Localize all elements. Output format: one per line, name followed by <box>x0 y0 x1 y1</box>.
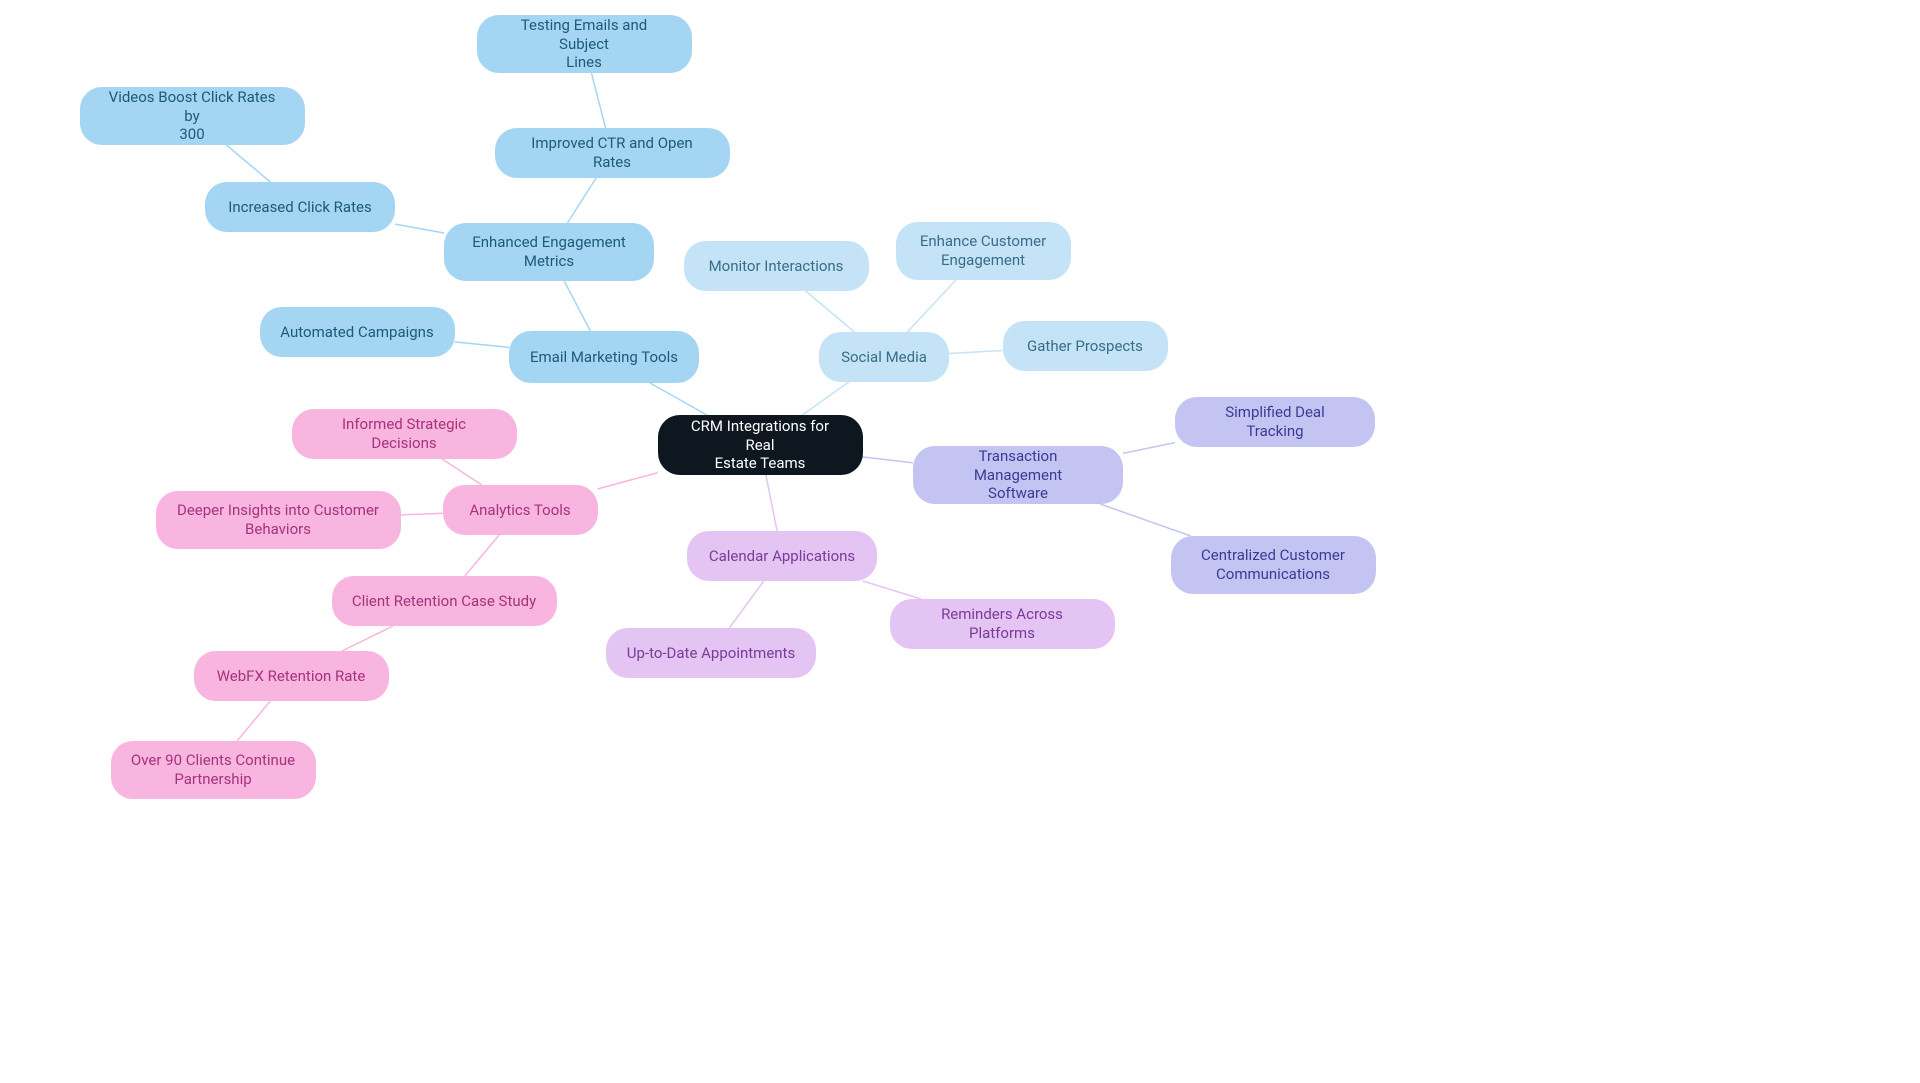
node-label: Automated Campaigns <box>280 323 433 342</box>
edge-root-social <box>802 382 849 415</box>
node-label: Videos Boost Click Rates by 300 <box>100 88 285 144</box>
edge-calendar-appointments <box>729 581 763 628</box>
node-label: Enhance Customer Engagement <box>920 232 1046 270</box>
node-monitor: Monitor Interactions <box>684 241 869 291</box>
node-label: Testing Emails and Subject Lines <box>497 16 672 72</box>
edge-analytics-informed <box>442 459 482 485</box>
node-social: Social Media <box>819 332 949 382</box>
node-videos: Videos Boost Click Rates by 300 <box>80 87 305 145</box>
node-ctr: Improved CTR and Open Rates <box>495 128 730 178</box>
node-auto_campaigns: Automated Campaigns <box>260 307 455 357</box>
node-label: Enhanced Engagement Metrics <box>472 233 626 271</box>
node-root: CRM Integrations for Real Estate Teams <box>658 415 863 475</box>
node-reminders: Reminders Across Platforms <box>890 599 1115 649</box>
node-insights: Deeper Insights into Customer Behaviors <box>156 491 401 549</box>
edge-click_rates-videos <box>226 145 270 182</box>
node-label: Reminders Across Platforms <box>910 605 1095 643</box>
edge-retention_case-webfx <box>342 626 393 651</box>
node-label: Email Marketing Tools <box>530 348 678 367</box>
node-informed: Informed Strategic Decisions <box>292 409 517 459</box>
node-label: Deeper Insights into Customer Behaviors <box>177 501 379 539</box>
node-testing: Testing Emails and Subject Lines <box>477 15 692 73</box>
edge-analytics-retention_case <box>465 535 499 576</box>
edge-email-engagement <box>564 281 590 331</box>
node-label: Transaction Management Software <box>933 447 1103 503</box>
node-retention_case: Client Retention Case Study <box>332 576 557 626</box>
edge-root-calendar <box>766 475 777 531</box>
edge-webfx-over90 <box>237 701 270 741</box>
edge-analytics-insights <box>401 513 443 515</box>
node-calendar: Calendar Applications <box>687 531 877 581</box>
node-transaction: Transaction Management Software <box>913 446 1123 504</box>
node-label: Calendar Applications <box>709 547 855 566</box>
node-webfx: WebFX Retention Rate <box>194 651 389 701</box>
node-label: Centralized Customer Communications <box>1201 546 1345 584</box>
node-click_rates: Increased Click Rates <box>205 182 395 232</box>
mindmap-canvas: CRM Integrations for Real Estate Teams Em… <box>0 0 1920 1083</box>
edge-social-monitor <box>806 291 855 332</box>
node-appointments: Up-to-Date Appointments <box>606 628 816 678</box>
edge-root-email <box>650 383 707 415</box>
edge-transaction-centralized <box>1100 504 1191 536</box>
node-label: Informed Strategic Decisions <box>312 415 497 453</box>
edge-email-auto_campaigns <box>455 342 510 348</box>
node-label: Over 90 Clients Continue Partnership <box>131 751 295 789</box>
node-label: WebFX Retention Rate <box>217 667 366 686</box>
node-label: Monitor Interactions <box>709 257 844 276</box>
node-label: Up-to-Date Appointments <box>627 644 795 663</box>
edge-engagement-ctr <box>567 178 596 223</box>
node-over90: Over 90 Clients Continue Partnership <box>111 741 316 799</box>
edge-social-enhance_eng <box>907 280 956 332</box>
node-deal_tracking: Simplified Deal Tracking <box>1175 397 1375 447</box>
node-label: Simplified Deal Tracking <box>1195 403 1355 441</box>
edge-ctr-testing <box>591 73 605 128</box>
node-centralized: Centralized Customer Communications <box>1171 536 1376 594</box>
node-label: Gather Prospects <box>1027 337 1143 356</box>
node-label: CRM Integrations for Real Estate Teams <box>678 417 843 473</box>
node-email: Email Marketing Tools <box>509 331 699 383</box>
node-label: Improved CTR and Open Rates <box>515 134 710 172</box>
edge-transaction-deal_tracking <box>1123 443 1175 454</box>
edge-engagement-click_rates <box>395 224 444 233</box>
edge-social-gather <box>949 351 1003 354</box>
node-analytics: Analytics Tools <box>443 485 598 535</box>
node-label: Increased Click Rates <box>228 198 371 217</box>
edge-calendar-reminders <box>863 581 921 599</box>
edge-root-analytics <box>598 473 658 489</box>
node-engagement: Enhanced Engagement Metrics <box>444 223 654 281</box>
node-label: Social Media <box>841 348 927 367</box>
node-gather: Gather Prospects <box>1003 321 1168 371</box>
node-enhance_eng: Enhance Customer Engagement <box>896 222 1071 280</box>
node-label: Client Retention Case Study <box>352 592 536 611</box>
edge-root-transaction <box>863 457 914 463</box>
node-label: Analytics Tools <box>469 501 570 520</box>
